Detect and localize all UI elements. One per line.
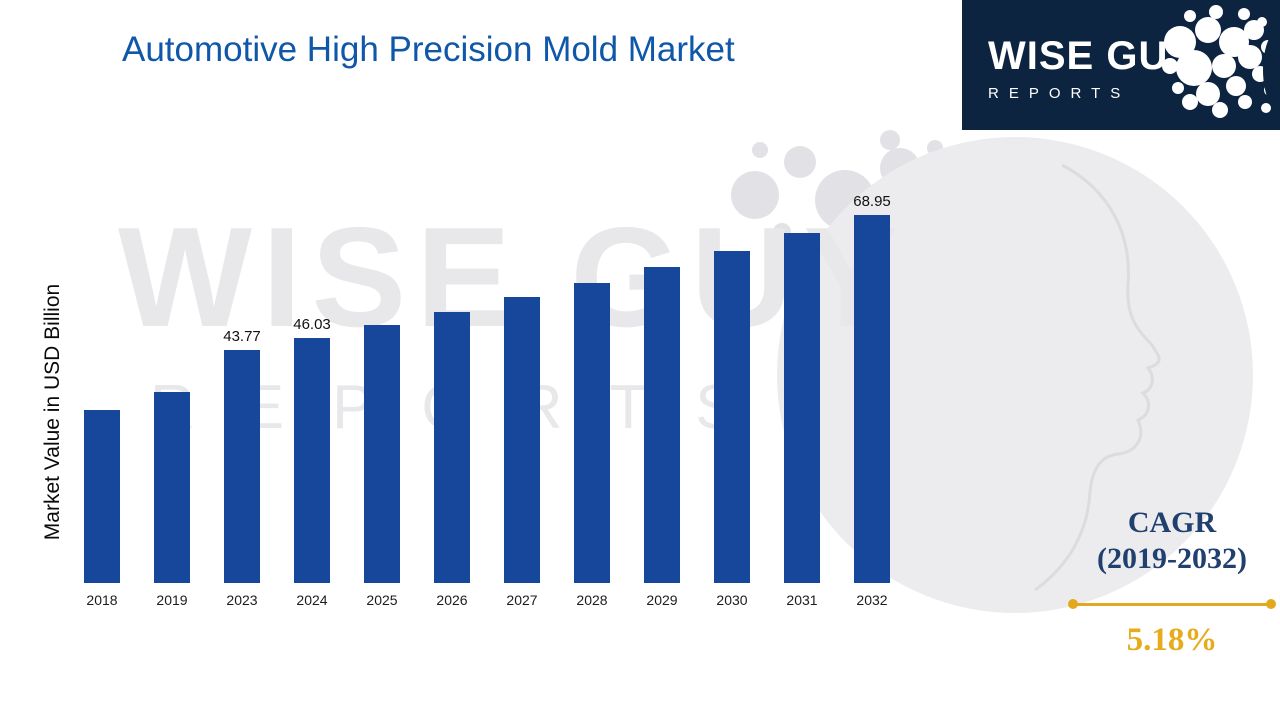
bar-group: 2030 [714, 229, 750, 608]
bar-group: 2027 [504, 275, 540, 608]
cagr-block: CAGR (2019-2032) 5.18% [1068, 505, 1276, 659]
cagr-value: 5.18% [1126, 622, 1218, 658]
bar [154, 392, 190, 583]
cagr-underline [1068, 599, 1276, 609]
bar [294, 338, 330, 583]
x-axis-tick-label: 2031 [786, 592, 818, 608]
bar [434, 312, 470, 583]
bar [784, 233, 820, 583]
bar [224, 350, 260, 583]
y-axis-label: Market Value in USD Billion [41, 283, 64, 541]
bar-group: 2031 [784, 211, 820, 608]
bar-group: 2018 [84, 388, 120, 608]
page-title: Automotive High Precision Mold Market [122, 30, 735, 69]
bar-value-label: 46.03 [293, 316, 331, 333]
x-axis-tick-label: 2023 [226, 592, 258, 608]
bar-group: 2026 [434, 290, 470, 608]
bar [854, 215, 890, 583]
bar [504, 297, 540, 583]
bar-group: 2028 [574, 261, 610, 608]
circle-watermark [777, 137, 1253, 613]
face-profile-icon [1034, 163, 1161, 592]
bars-area: 2018 2019 43.77 2023 46.03 2024 2025 2026 2027 20… [84, 175, 891, 608]
x-axis-tick-label: 2029 [646, 592, 678, 608]
brand-name: WISE GUY [988, 34, 1197, 78]
bar [364, 325, 400, 583]
x-axis-tick-label: 2025 [366, 592, 398, 608]
x-axis-tick-label: 2018 [86, 592, 118, 608]
x-axis-tick-label: 2028 [576, 592, 608, 608]
x-axis-tick-label: 2030 [716, 592, 748, 608]
x-axis-tick-label: 2024 [296, 592, 328, 608]
brand-subtitle: REPORTS [988, 85, 1131, 102]
bar [644, 267, 680, 583]
logo-text: WISE GUY REPORTS [988, 34, 1196, 102]
bar-group: 2029 [644, 245, 680, 608]
bar-group: 2025 [364, 303, 400, 608]
x-axis-tick-label: 2019 [156, 592, 188, 608]
cagr-range: (2019-2032) [1097, 542, 1247, 575]
bar [714, 251, 750, 583]
bar-value-label: 68.95 [853, 193, 891, 210]
x-axis-tick-label: 2032 [856, 592, 888, 608]
bar-group: 43.77 2023 [223, 328, 261, 608]
logo-face-dots-icon [1162, 5, 1280, 118]
bar-group: 46.03 2024 [293, 316, 331, 608]
bar-group: 68.95 2032 [853, 193, 891, 608]
bar-group: 2019 [154, 370, 190, 608]
x-axis-tick-label: 2026 [436, 592, 468, 608]
bar [574, 283, 610, 583]
x-axis-tick-label: 2027 [506, 592, 538, 608]
bar-value-label: 43.77 [223, 328, 261, 345]
bar [84, 410, 120, 583]
cagr-label: CAGR [1127, 506, 1217, 539]
logo-block: WISE GUY REPORTS [962, 0, 1280, 130]
